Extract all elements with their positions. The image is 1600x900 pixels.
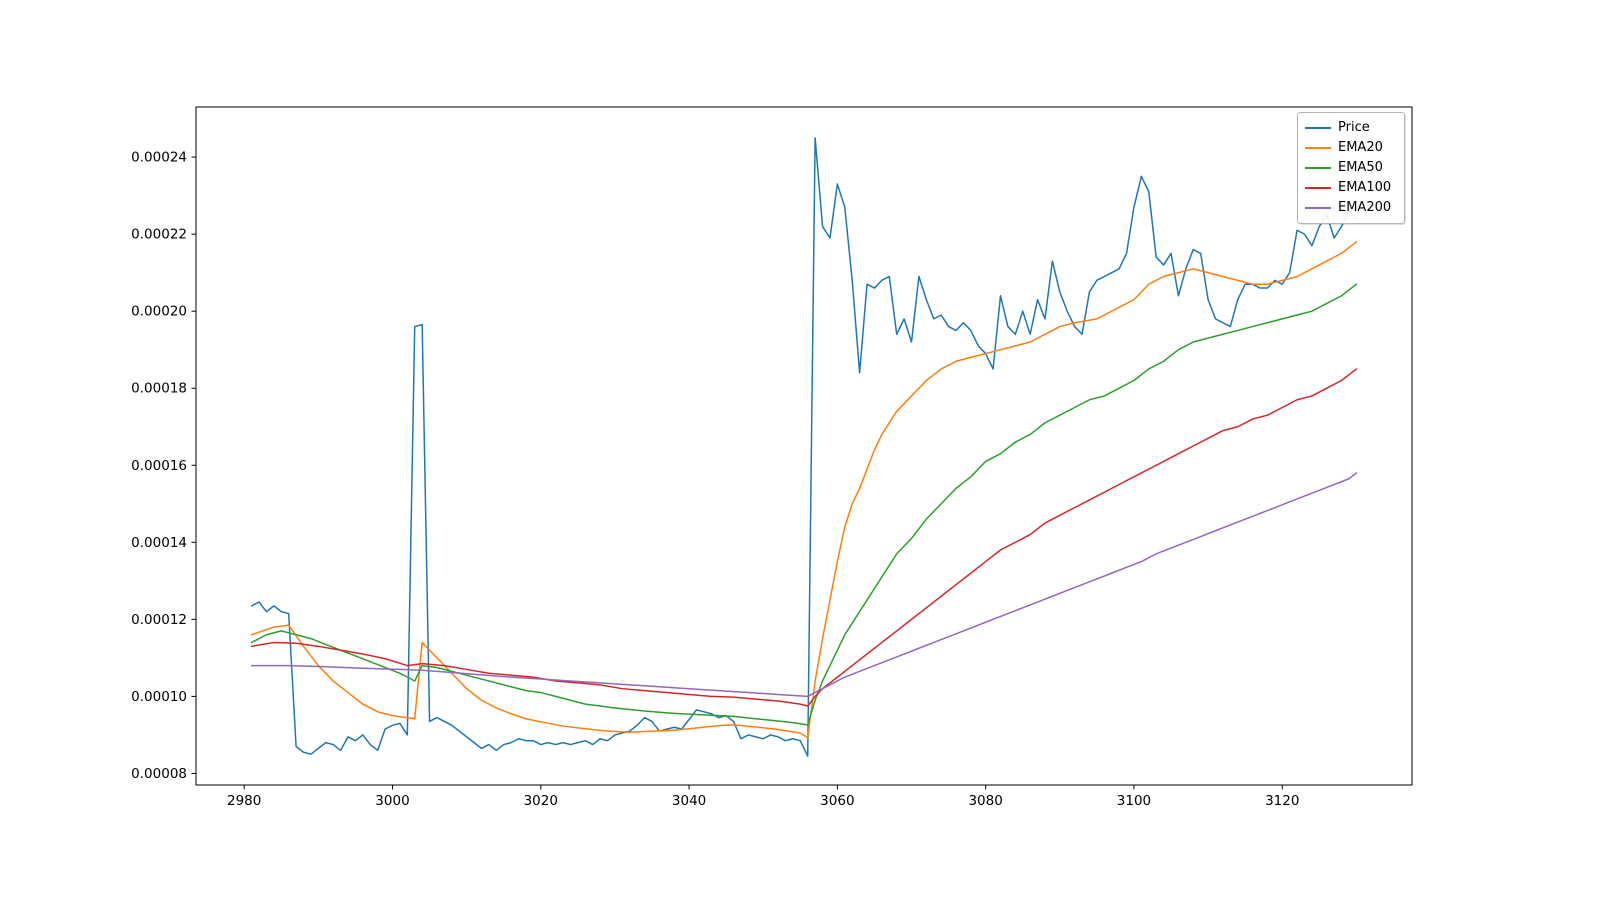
y-tick-label: 0.00024 [131, 150, 187, 166]
legend-item-ema200: EMA200 [1305, 198, 1396, 218]
legend-label-ema50: EMA50 [1338, 160, 1383, 175]
x-tick-label: 2980 [227, 793, 261, 809]
y-tick-label: 0.00008 [131, 766, 187, 782]
y-tick-label: 0.00010 [131, 689, 187, 705]
y-tick-label: 0.00022 [131, 227, 187, 243]
legend-label-price: Price [1338, 120, 1370, 135]
plot-border [195, 106, 1413, 786]
legend-label-ema100: EMA100 [1338, 180, 1392, 195]
ema100-line-swatch [1305, 187, 1331, 189]
ema50-line [250, 283, 1358, 726]
legend-item-ema100: EMA100 [1305, 178, 1396, 198]
ema20-line [250, 241, 1358, 739]
legend-label-ema20: EMA20 [1338, 140, 1383, 155]
ema200-line-swatch [1305, 207, 1331, 209]
ema50-line-swatch [1305, 167, 1331, 169]
x-tick-label: 3080 [968, 793, 1002, 809]
x-tick-label: 3040 [672, 793, 706, 809]
y-tick-label: 0.00020 [131, 304, 187, 320]
ema20-line-swatch [1305, 147, 1331, 149]
price-line [250, 137, 1358, 757]
y-tick-label: 0.00018 [131, 381, 187, 397]
y-tick-label: 0.00014 [131, 535, 187, 551]
x-axis: 2980 3000 3020 3040 3060 3080 3100 3120 [227, 785, 1299, 809]
y-tick-label: 0.00012 [131, 612, 187, 628]
series-group [250, 137, 1358, 757]
y-tick-label: 0.00016 [131, 458, 187, 474]
price-line-swatch [1305, 127, 1331, 129]
legend-item-ema20: EMA20 [1305, 138, 1396, 158]
legend: Price EMA20 EMA50 EMA100 EMA200 [1297, 112, 1405, 224]
legend-label-ema200: EMA200 [1338, 200, 1392, 215]
ema100-line [250, 368, 1358, 707]
legend-item-price: Price [1305, 118, 1396, 138]
x-tick-label: 3120 [1265, 793, 1299, 809]
legend-item-ema50: EMA50 [1305, 158, 1396, 178]
ema200-line [250, 472, 1358, 698]
x-tick-label: 3020 [524, 793, 558, 809]
x-tick-label: 3060 [820, 793, 854, 809]
y-axis: 0.00008 0.00010 0.00012 0.00014 0.00016 0.000… [131, 150, 196, 782]
x-tick-label: 3100 [1117, 793, 1151, 809]
x-tick-label: 3000 [375, 793, 409, 809]
